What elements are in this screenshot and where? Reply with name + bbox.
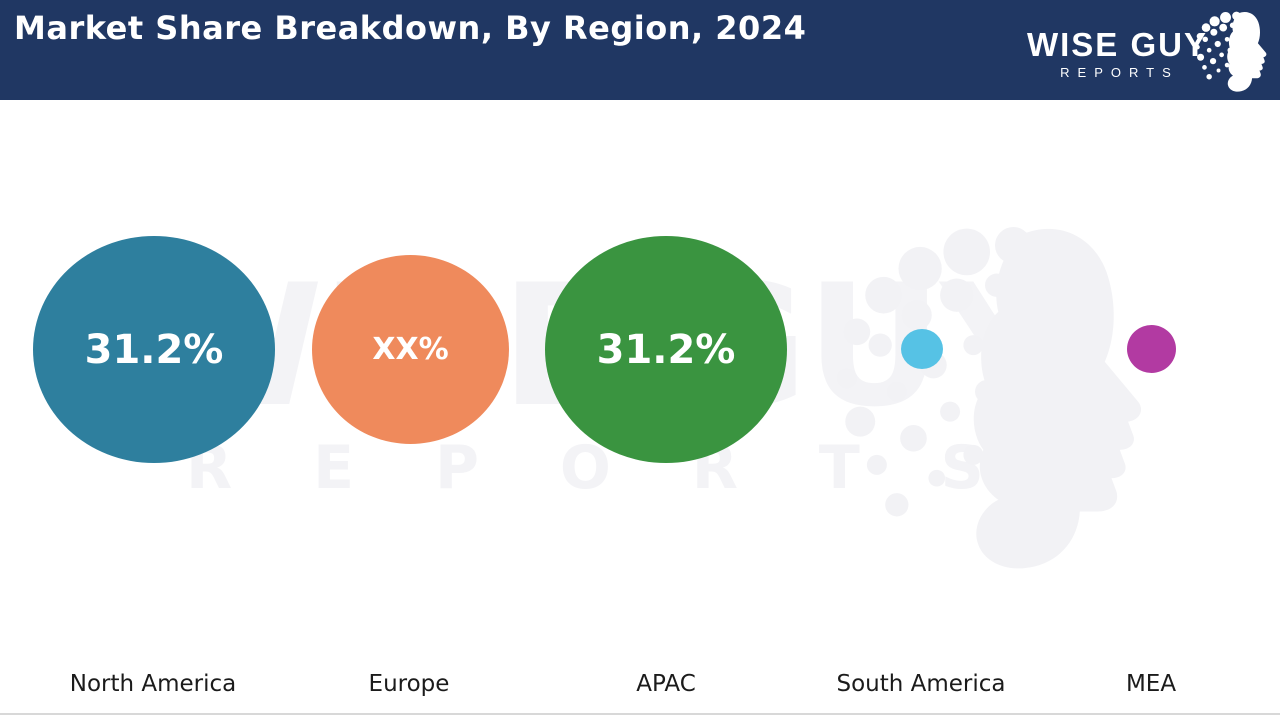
- page-title: Market Share Breakdown, By Region, 2024: [14, 9, 807, 47]
- wiseguy-head-icon: [1195, 11, 1267, 92]
- category-label-mea: MEA: [1125, 671, 1177, 697]
- footer-divider: [0, 713, 1280, 715]
- bubble-value-north-america: 31.2%: [84, 326, 224, 373]
- brand-subtitle: REPORTS: [1060, 65, 1179, 80]
- bubble-apac: 31.2%: [545, 236, 787, 463]
- bubble-value-apac: 31.2%: [596, 326, 736, 373]
- bubble-value-europe: XX%: [372, 332, 449, 367]
- header-bar: Market Share Breakdown, By Region, 2024 …: [0, 0, 1280, 100]
- brand-name: WISE GUY: [1026, 26, 1208, 63]
- bubble-south-america: [901, 329, 943, 369]
- category-label-apac: APAC: [636, 671, 696, 697]
- watermark-head-icon: [836, 226, 1142, 569]
- bubble-mea: [1127, 325, 1176, 373]
- watermark-reports-text: R E P O R T S: [186, 433, 1014, 503]
- brand-text: WISE GUY REPORTS: [1027, 28, 1208, 80]
- category-label-south-america: South America: [836, 671, 1006, 697]
- bubble-north-america: 31.2%: [33, 236, 275, 463]
- category-label-europe: Europe: [368, 671, 450, 697]
- category-label-north-america: North America: [69, 671, 237, 697]
- brand-logo: WISE GUY REPORTS: [1027, 6, 1270, 96]
- bubble-europe: XX%: [312, 255, 509, 444]
